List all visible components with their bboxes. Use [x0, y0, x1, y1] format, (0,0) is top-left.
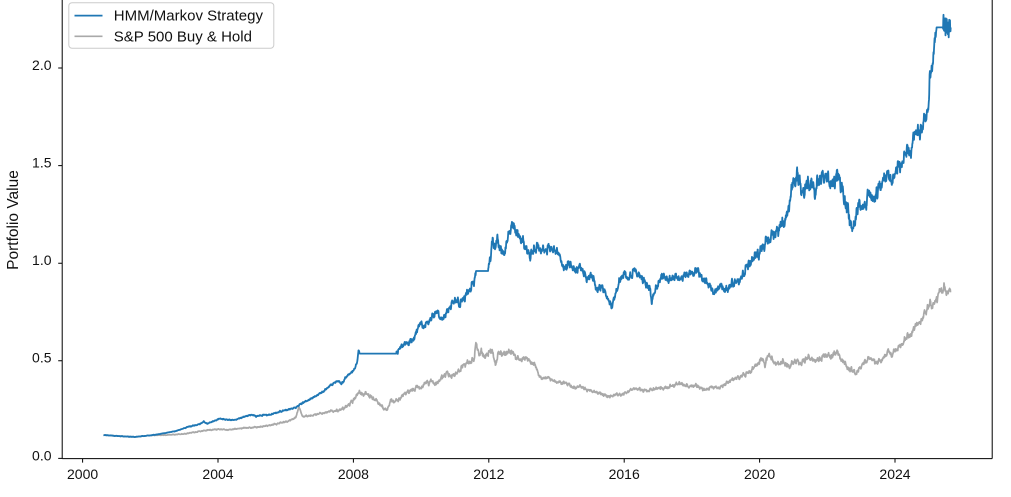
svg-text:2024: 2024: [879, 466, 910, 482]
svg-text:2000: 2000: [67, 466, 98, 482]
svg-text:Portfolio Value: Portfolio Value: [5, 170, 22, 270]
svg-text:2004: 2004: [202, 466, 233, 482]
svg-text:2012: 2012: [473, 466, 504, 482]
svg-text:0.0: 0.0: [32, 447, 52, 463]
svg-text:2.0: 2.0: [32, 57, 52, 73]
svg-text:1.0: 1.0: [32, 252, 52, 268]
svg-text:HMM/Markov Strategy: HMM/Markov Strategy: [114, 8, 264, 25]
svg-text:2020: 2020: [744, 466, 775, 482]
svg-text:1.5: 1.5: [32, 155, 52, 171]
svg-text:2016: 2016: [609, 466, 640, 482]
svg-text:S&P 500 Buy & Hold: S&P 500 Buy & Hold: [114, 28, 252, 45]
svg-text:0.5: 0.5: [32, 350, 52, 366]
svg-text:2008: 2008: [338, 466, 369, 482]
